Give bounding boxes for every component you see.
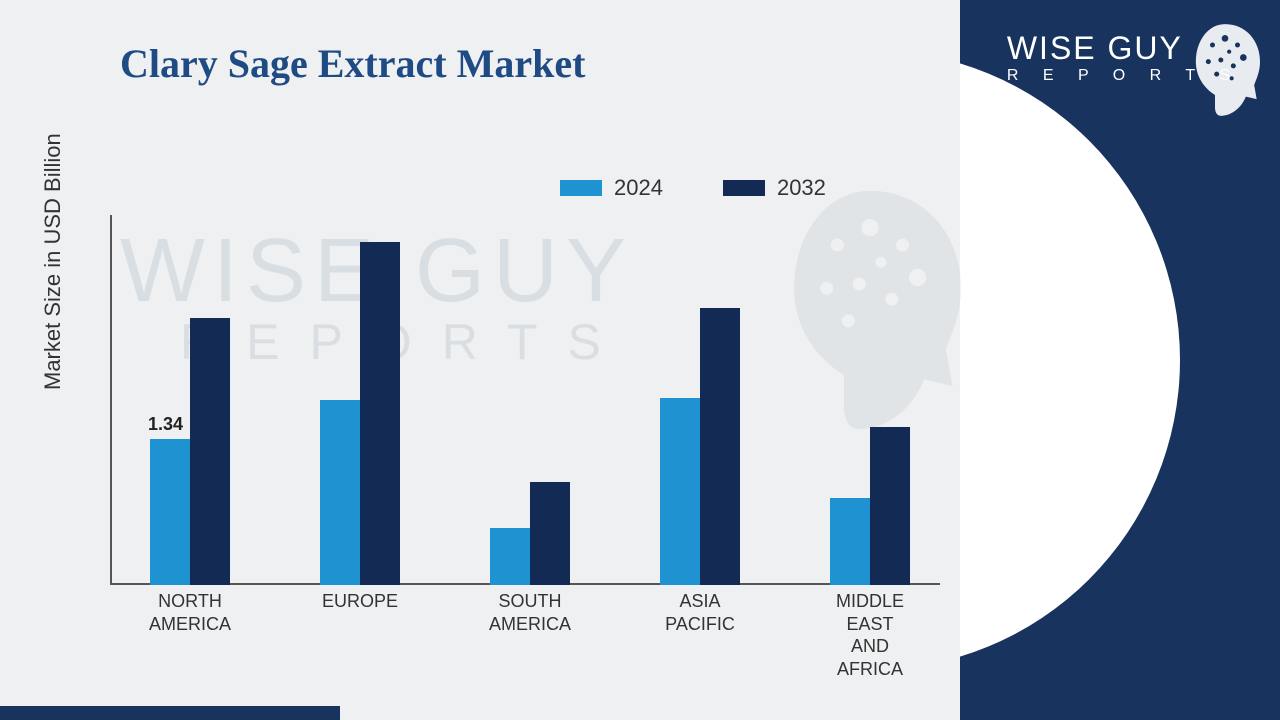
bar-group	[830, 427, 910, 585]
legend-swatch	[723, 180, 765, 196]
category-label: SOUTHAMERICA	[475, 590, 585, 635]
bar-2032	[870, 427, 910, 585]
chart-title: Clary Sage Extract Market	[120, 40, 585, 87]
logo-line-2: R E P O R T S	[1007, 67, 1240, 85]
legend-label: 2032	[777, 175, 826, 201]
bar-2024	[660, 398, 700, 585]
bar-2024	[830, 498, 870, 585]
category-label: ASIAPACIFIC	[645, 590, 755, 635]
brand-logo: WISE GUY R E P O R T S	[1007, 30, 1240, 85]
legend-item-2032: 2032	[723, 175, 826, 201]
chart-plot-area: 1.34	[110, 215, 940, 585]
bar-2032	[190, 318, 230, 585]
category-label: MIDDLEEASTANDAFRICA	[815, 590, 925, 680]
legend-swatch	[560, 180, 602, 196]
bar-2024	[150, 439, 190, 585]
bar-2032	[360, 242, 400, 585]
legend-item-2024: 2024	[560, 175, 663, 201]
bar-value-label: 1.34	[148, 414, 183, 435]
bar-group	[660, 308, 740, 586]
canvas: WISE GUY R E P O R T S Clary Sage Extrac…	[0, 0, 1280, 720]
y-axis-line	[110, 215, 112, 585]
category-label: EUROPE	[305, 590, 415, 613]
bar-group	[490, 482, 570, 585]
bar-2032	[530, 482, 570, 585]
bottom-accent-bar	[0, 706, 340, 720]
y-axis-label: Market Size in USD Billion	[40, 133, 66, 390]
category-label: NORTHAMERICA	[135, 590, 245, 635]
bar-2024	[320, 400, 360, 585]
bar-group	[320, 242, 400, 585]
bar-2024	[490, 528, 530, 585]
logo-line-1: WISE GUY	[1007, 30, 1240, 67]
legend-label: 2024	[614, 175, 663, 201]
legend: 2024 2032	[560, 175, 826, 201]
bar-group	[150, 318, 230, 585]
bar-2032	[700, 308, 740, 586]
